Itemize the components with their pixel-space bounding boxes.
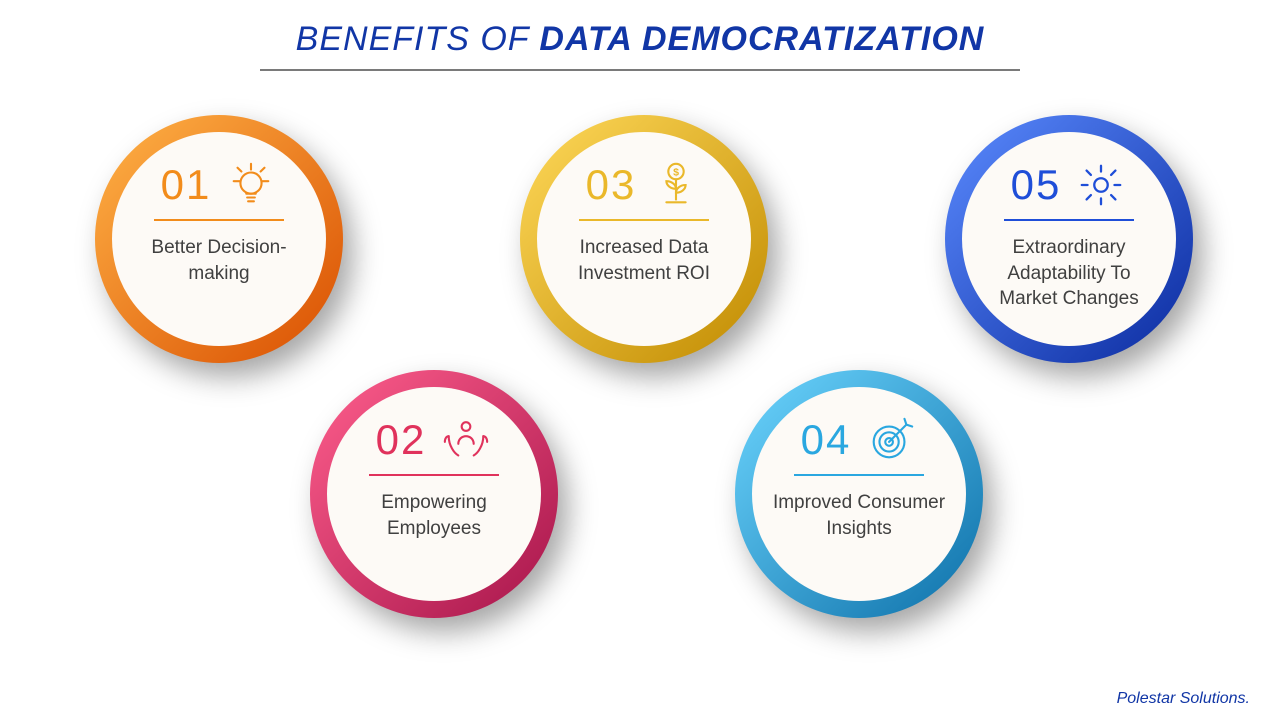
lightbulb-icon	[225, 159, 277, 211]
plant-money-icon	[650, 159, 702, 211]
benefit-bubble-04: 04 Improved Consumer Insights	[735, 370, 983, 618]
title-prefix: BENEFITS OF	[296, 20, 540, 58]
bubble-header: 04	[801, 414, 918, 466]
bubble-divider	[154, 219, 284, 221]
benefit-label: Improved Consumer Insights	[769, 490, 949, 541]
benefit-bubble-05: 05 Extraordinary Adaptability To Market C…	[945, 115, 1193, 363]
hands-person-icon	[440, 414, 492, 466]
bubble-divider	[369, 474, 499, 476]
bubble-header: 05	[1011, 159, 1128, 211]
benefit-number: 01	[161, 161, 212, 209]
benefit-number: 05	[1011, 161, 1062, 209]
title-rule	[260, 69, 1020, 71]
page-title: BENEFITS OF DATA DEMOCRATIZATION	[260, 20, 1020, 59]
benefit-bubble-01: 01 Better Decision-making	[95, 115, 343, 363]
benefit-label: Empowering Employees	[344, 490, 524, 541]
bubble-header: 02	[376, 414, 493, 466]
benefit-bubble-02: 02 Empowering Employees	[310, 370, 558, 618]
benefit-label: Increased Data Investment ROI	[554, 235, 734, 286]
title-emphasis: DATA DEMOCRATIZATION	[539, 20, 984, 58]
benefit-number: 02	[376, 416, 427, 464]
footer-attribution: Polestar Solutions.	[1117, 690, 1250, 708]
bubble-divider	[1004, 219, 1134, 221]
benefit-label: Extraordinary Adaptability To Market Cha…	[979, 235, 1159, 312]
target-icon	[865, 414, 917, 466]
infographic-canvas: BENEFITS OF DATA DEMOCRATIZATION 01 Bette…	[0, 0, 1280, 720]
benefit-label: Better Decision-making	[129, 235, 309, 286]
benefit-number: 03	[586, 161, 637, 209]
title-block: BENEFITS OF DATA DEMOCRATIZATION	[260, 20, 1020, 71]
benefit-number: 04	[801, 416, 852, 464]
gear-icon	[1075, 159, 1127, 211]
bubble-header: 03	[586, 159, 703, 211]
bubble-divider	[579, 219, 709, 221]
bubble-header: 01	[161, 159, 278, 211]
benefit-bubble-03: 03 Increased Data Investment ROI	[520, 115, 768, 363]
bubble-divider	[794, 474, 924, 476]
